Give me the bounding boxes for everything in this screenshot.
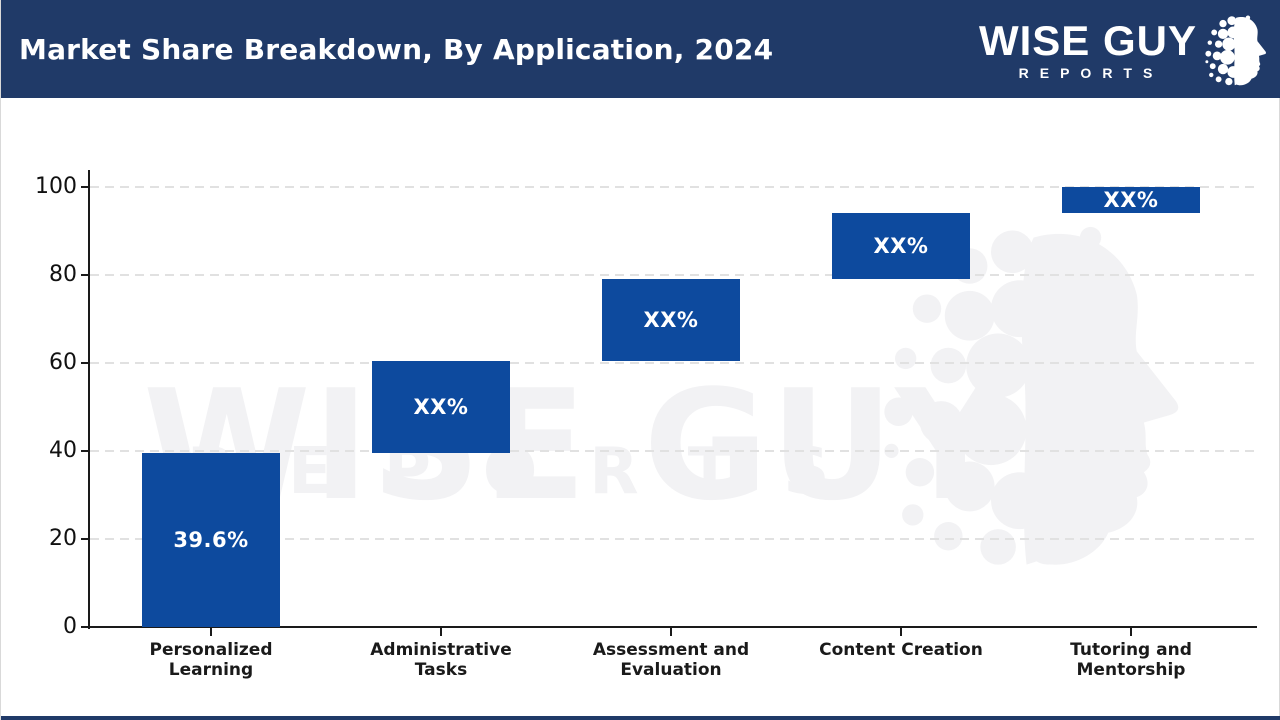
x-category-label: Administrative Tasks [370, 640, 512, 680]
y-tick-mark-20 [81, 538, 89, 540]
bar-segment: XX% [832, 213, 970, 279]
x-tick-mark [440, 628, 442, 636]
chart-title: Market Share Breakdown, By Application, … [19, 32, 774, 66]
y-axis-line [88, 170, 90, 629]
brand-logo: WISE GUY REPORTS [979, 8, 1267, 92]
y-tick-mark-40 [81, 450, 89, 452]
bar-segment: XX% [602, 278, 740, 362]
x-category-label: Tutoring and Mentorship [1070, 640, 1192, 680]
x-tick-mark [1130, 628, 1132, 636]
brand-wordmark: WISE GUY REPORTS [978, 16, 1197, 81]
y-tick-label-100: 100 [35, 174, 77, 199]
y-tick-label-60: 60 [49, 350, 77, 375]
gridline-80 [90, 274, 1257, 276]
y-tick-label-40: 40 [49, 438, 77, 463]
x-category-label: Assessment and Evaluation [592, 640, 750, 680]
y-tick-label-20: 20 [49, 526, 77, 551]
y-tick-label-80: 80 [49, 262, 77, 287]
bar-value-label: XX% [873, 233, 929, 258]
y-tick-label-0: 0 [63, 614, 77, 639]
bar-segment: XX% [372, 361, 510, 453]
bar-value-label: 39.6% [173, 527, 249, 552]
bar-value-label: XX% [1103, 188, 1159, 213]
gridline-100 [90, 186, 1257, 188]
gridline-20 [90, 538, 1257, 540]
brand-name: WISE GUY [978, 16, 1197, 64]
footer-accent-strip [1, 716, 1280, 720]
gridline-60 [90, 362, 1257, 364]
header-bar: Market Share Breakdown, By Application, … [1, 0, 1280, 98]
y-tick-mark-80 [81, 274, 89, 276]
x-category-label: Personalized Learning [149, 640, 273, 680]
x-tick-mark [210, 628, 212, 636]
y-tick-mark-60 [81, 362, 89, 364]
x-tick-mark [900, 628, 902, 636]
bar-value-label: XX% [413, 394, 469, 419]
x-axis-line [88, 626, 1257, 628]
watermark-wordmark: WISE GUY [143, 357, 1008, 534]
x-tick-mark [670, 628, 672, 636]
y-tick-mark-100 [81, 186, 89, 188]
bar-segment: 39.6% [142, 452, 280, 627]
y-tick-mark-0 [81, 626, 89, 628]
brand-subname: REPORTS [1018, 64, 1164, 81]
bar-value-label: XX% [643, 307, 699, 332]
gridline-40 [90, 450, 1257, 452]
x-category-label: Content Creation [819, 640, 983, 660]
bar-segment: XX% [1062, 187, 1200, 214]
